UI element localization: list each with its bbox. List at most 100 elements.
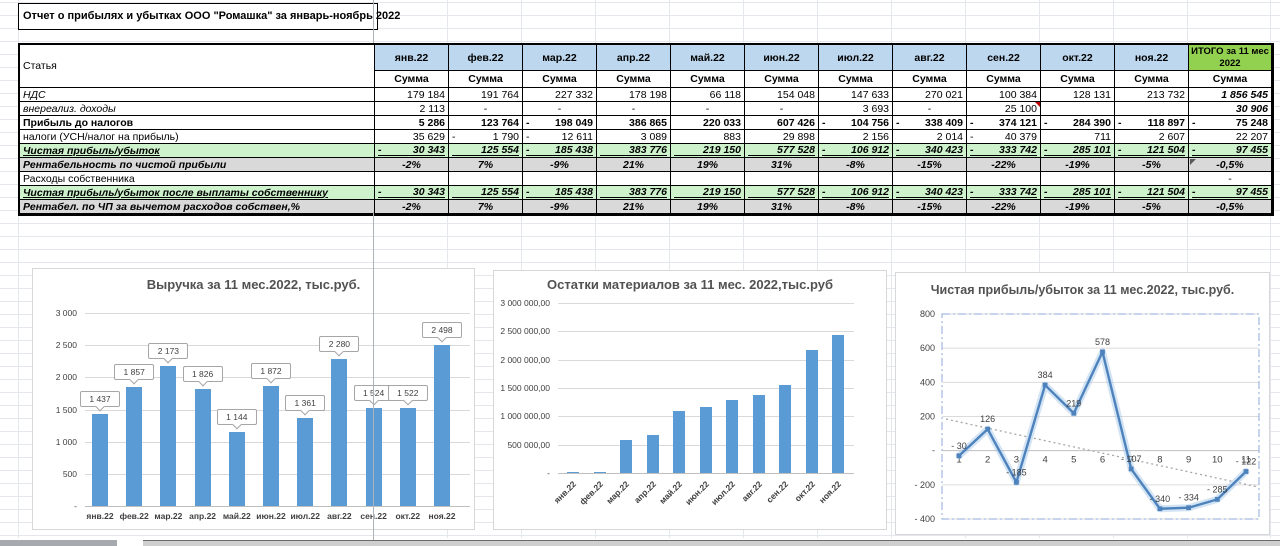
data-cell[interactable]: 607 426 xyxy=(745,116,819,130)
data-cell[interactable]: 3 693 xyxy=(819,102,893,116)
data-cell[interactable]: 22 207 xyxy=(1189,130,1272,144)
data-cell[interactable]: -19% xyxy=(1041,158,1115,172)
data-cell[interactable]: - xyxy=(449,102,523,116)
data-cell[interactable] xyxy=(819,172,893,186)
data-cell[interactable] xyxy=(1115,172,1189,186)
data-cell[interactable]: 2 113 xyxy=(375,102,449,116)
data-cell[interactable]: 386 865 xyxy=(597,116,671,130)
data-cell[interactable] xyxy=(671,172,745,186)
data-cell[interactable]: -1 790 xyxy=(449,130,523,144)
data-cell[interactable]: -374 121 xyxy=(967,116,1041,130)
data-cell[interactable]: 125 554 xyxy=(449,186,523,200)
data-cell[interactable]: -285 101 xyxy=(1041,186,1115,200)
revenue-chart[interactable]: Выручка за 11 мес.2022, тыс.руб. - 500 1 00… xyxy=(32,268,475,530)
row-label[interactable]: Чистая прибыль/убыток после выплаты собс… xyxy=(20,186,375,200)
data-cell[interactable]: 3 089 xyxy=(597,130,671,144)
data-cell[interactable]: -285 101 xyxy=(1041,144,1115,158)
row-label[interactable]: Чистая прибыль/убыток xyxy=(20,144,375,158)
sum-header[interactable]: Сумма xyxy=(1041,71,1115,88)
data-cell[interactable]: 178 198 xyxy=(597,88,671,102)
data-cell[interactable]: -2% xyxy=(375,200,449,214)
data-cell[interactable]: 2 607 xyxy=(1115,130,1189,144)
data-cell[interactable]: - xyxy=(893,102,967,116)
data-cell[interactable]: 5 286 xyxy=(375,116,449,130)
data-cell[interactable]: -185 438 xyxy=(523,186,597,200)
scrollbar-thumb[interactable] xyxy=(0,540,117,546)
data-cell[interactable]: - xyxy=(745,102,819,116)
sum-header[interactable]: Сумма xyxy=(671,71,745,88)
data-cell[interactable]: -340 423 xyxy=(893,186,967,200)
data-cell[interactable]: -121 504 xyxy=(1115,186,1189,200)
sum-header[interactable]: Сумма xyxy=(449,71,523,88)
data-cell[interactable]: -8% xyxy=(819,158,893,172)
data-cell[interactable]: 213 732 xyxy=(1115,88,1189,102)
sum-header[interactable]: Сумма xyxy=(819,71,893,88)
month-header[interactable]: май.22 xyxy=(671,45,745,71)
row-label[interactable]: внереализ. доходы xyxy=(20,102,375,116)
data-cell[interactable]: -118 897 xyxy=(1115,116,1189,130)
data-cell[interactable]: -40 379 xyxy=(967,130,1041,144)
data-cell[interactable]: -22% xyxy=(967,200,1041,214)
data-cell[interactable]: 66 118 xyxy=(671,88,745,102)
data-cell[interactable] xyxy=(745,172,819,186)
data-cell[interactable]: -8% xyxy=(819,200,893,214)
data-cell[interactable]: 191 764 xyxy=(449,88,523,102)
data-cell[interactable]: - xyxy=(523,102,597,116)
data-cell[interactable]: 577 528 xyxy=(745,186,819,200)
total-header[interactable]: ИТОГО за 11 мес 2022 xyxy=(1189,45,1272,71)
sum-header[interactable]: Сумма xyxy=(375,71,449,88)
data-cell[interactable]: -5% xyxy=(1115,200,1189,214)
data-cell[interactable]: -15% xyxy=(893,158,967,172)
data-cell[interactable]: - xyxy=(597,102,671,116)
data-cell[interactable]: 179 184 xyxy=(375,88,449,102)
data-cell[interactable]: -185 438 xyxy=(523,144,597,158)
data-cell[interactable] xyxy=(523,172,597,186)
data-cell[interactable] xyxy=(1041,102,1115,116)
data-cell[interactable]: -340 423 xyxy=(893,144,967,158)
data-cell[interactable] xyxy=(1041,172,1115,186)
data-cell[interactable]: 128 131 xyxy=(1041,88,1115,102)
report-title[interactable]: Отчет о прибылях и убытках ООО "Ромашка"… xyxy=(18,3,400,30)
data-cell[interactable] xyxy=(597,172,671,186)
data-cell[interactable]: -333 742 xyxy=(967,186,1041,200)
month-header[interactable]: ноя.22 xyxy=(1115,45,1189,71)
net-profit-chart[interactable]: Чистая прибыль/убыток за 11 мес.2022, ты… xyxy=(895,272,1270,535)
month-header[interactable]: апр.22 xyxy=(597,45,671,71)
data-cell[interactable]: 2 156 xyxy=(819,130,893,144)
data-cell[interactable]: 383 776 xyxy=(597,186,671,200)
horizontal-scrollbar[interactable] xyxy=(0,540,1280,546)
row-label[interactable]: Расходы собственника xyxy=(20,172,375,186)
data-cell[interactable]: 219 150 xyxy=(671,186,745,200)
data-cell[interactable]: -198 049 xyxy=(523,116,597,130)
data-cell[interactable]: -104 756 xyxy=(819,116,893,130)
data-cell[interactable]: -75 248 xyxy=(1189,116,1272,130)
data-cell[interactable]: -284 390 xyxy=(1041,116,1115,130)
data-cell[interactable]: 100 384 xyxy=(967,88,1041,102)
data-cell[interactable]: 31% xyxy=(745,200,819,214)
data-cell[interactable]: - xyxy=(1189,172,1272,186)
data-cell[interactable]: 19% xyxy=(671,158,745,172)
data-cell[interactable]: 154 048 xyxy=(745,88,819,102)
data-cell[interactable]: -121 504 xyxy=(1115,144,1189,158)
row-label[interactable]: Рентабел. по ЧП за вычетом расходов собс… xyxy=(20,200,375,214)
data-cell[interactable]: -30 343 xyxy=(375,144,449,158)
data-cell[interactable]: 29 898 xyxy=(745,130,819,144)
data-cell[interactable]: 21% xyxy=(597,200,671,214)
row-label[interactable]: налоги (УСН/налог на прибыль) xyxy=(20,130,375,144)
data-cell[interactable]: - xyxy=(671,102,745,116)
data-cell[interactable]: -338 409 xyxy=(893,116,967,130)
data-cell[interactable]: 7% xyxy=(449,200,523,214)
data-cell[interactable]: 711 xyxy=(1041,130,1115,144)
materials-chart[interactable]: Остатки материалов за 11 мес. 2022,тыс.р… xyxy=(493,270,887,530)
data-cell[interactable]: 21% xyxy=(597,158,671,172)
sum-header[interactable]: Сумма xyxy=(1189,71,1272,88)
data-cell[interactable]: -106 912 xyxy=(819,144,893,158)
data-cell[interactable]: -19% xyxy=(1041,200,1115,214)
month-header[interactable]: мар.22 xyxy=(523,45,597,71)
data-cell[interactable]: 25 100 xyxy=(967,102,1041,116)
data-cell[interactable]: 383 776 xyxy=(597,144,671,158)
row-label[interactable]: НДС xyxy=(20,88,375,102)
data-cell[interactable]: -0,5% xyxy=(1189,158,1272,172)
row-label[interactable]: Прибыль до налогов xyxy=(20,116,375,130)
data-cell[interactable]: -97 455 xyxy=(1189,186,1272,200)
